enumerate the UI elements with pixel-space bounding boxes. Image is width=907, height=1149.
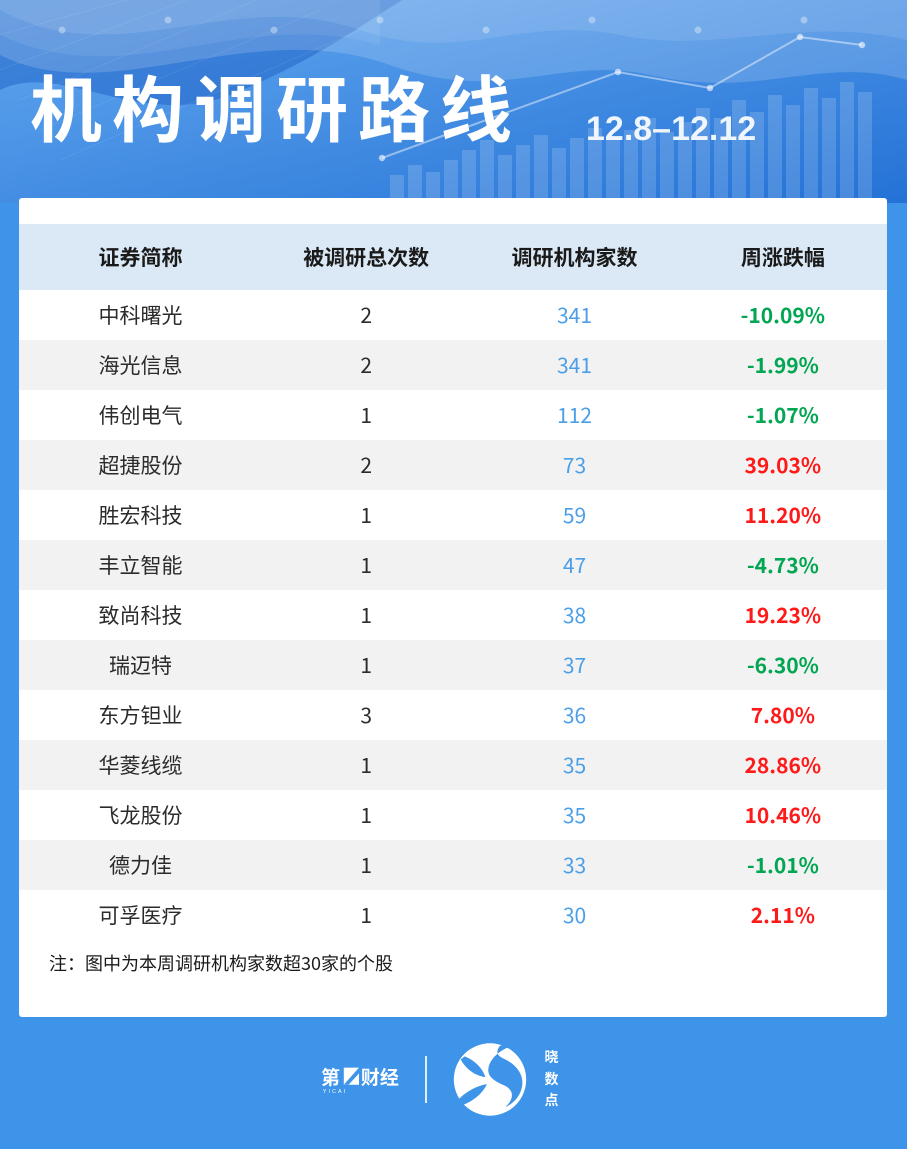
svg-text:财经: 财经	[361, 1062, 399, 1089]
svg-text:YICAI: YICAI	[323, 1088, 347, 1094]
svg-text:第: 第	[321, 1062, 340, 1089]
